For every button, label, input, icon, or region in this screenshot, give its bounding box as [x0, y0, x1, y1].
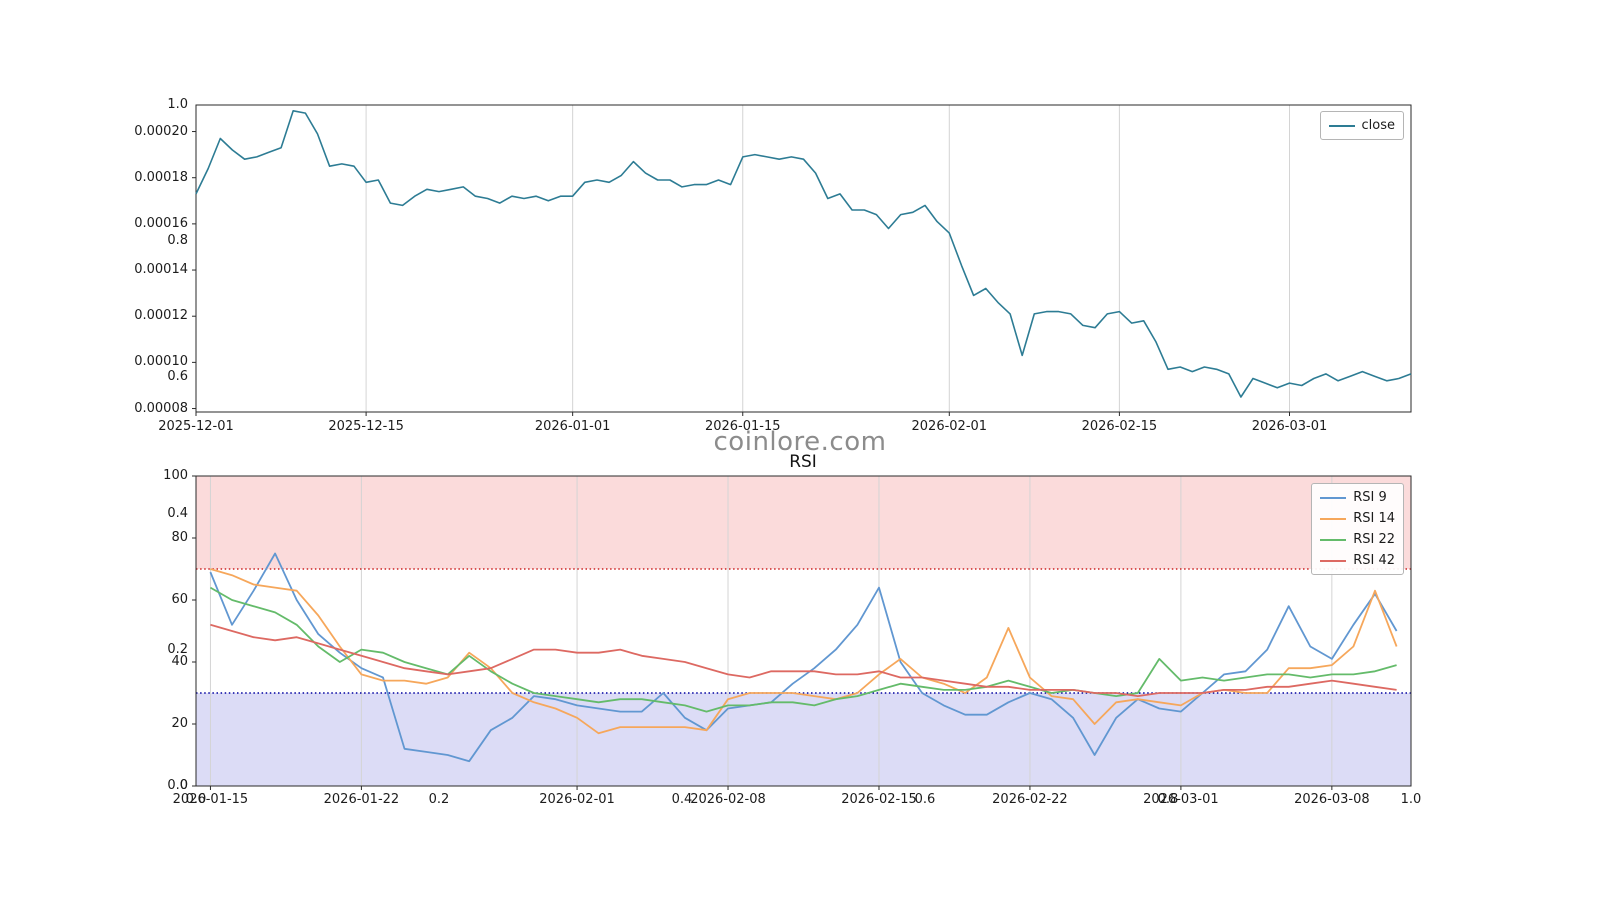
overbought-band	[196, 476, 1411, 569]
legend-label: RSI 22	[1353, 532, 1395, 547]
watermark-text: coinlore.com	[713, 427, 887, 457]
oversold-band	[196, 693, 1411, 786]
legend-line-sample	[1320, 517, 1347, 520]
legend-entry: RSI 9	[1320, 487, 1395, 508]
price-axes-frame	[195, 104, 1412, 413]
price-legend: close	[1319, 111, 1404, 140]
rsi-legend: RSI 9 RSI 14 RSI 22 RSI 42	[1311, 483, 1404, 575]
legend-entry: RSI 14	[1320, 508, 1395, 529]
legend-label: close	[1361, 118, 1395, 133]
close-line	[195, 110, 1412, 398]
rsi-axes-frame	[195, 475, 1412, 787]
rsi-42-line	[210, 623, 1397, 697]
legend-label: RSI 42	[1353, 553, 1395, 568]
rsi-14-line	[210, 568, 1398, 735]
legend-entry: RSI 22	[1320, 529, 1395, 550]
legend-line-sample	[1320, 538, 1347, 541]
rsi-22-line	[209, 586, 1397, 713]
legend-line-sample	[1328, 124, 1355, 127]
legend-entry: RSI 42	[1320, 550, 1395, 571]
legend-label: RSI 9	[1353, 490, 1387, 505]
legend-label: RSI 14	[1353, 511, 1395, 526]
rsi-chart-title: RSI	[789, 452, 817, 472]
legend-line-sample	[1320, 496, 1347, 499]
legend-line-sample	[1320, 559, 1347, 562]
legend-entry: close	[1328, 115, 1395, 136]
